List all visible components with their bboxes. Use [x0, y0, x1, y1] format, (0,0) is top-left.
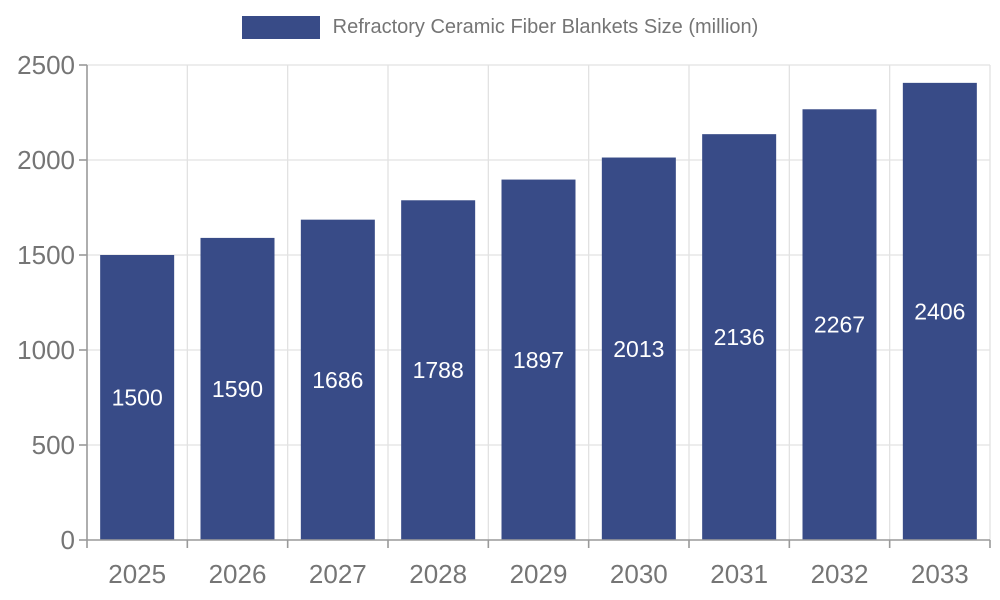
legend-swatch — [241, 16, 320, 39]
bar — [902, 82, 977, 541]
y-tick-label: 0 — [61, 525, 75, 555]
bar — [300, 219, 375, 540]
x-tick-label: 2031 — [710, 559, 768, 589]
x-tick-label: 2026 — [209, 559, 267, 589]
x-tick-label: 2032 — [811, 559, 869, 589]
x-tick-label: 2029 — [510, 559, 568, 589]
y-tick-label: 1000 — [17, 335, 75, 365]
y-tick-label: 1500 — [17, 240, 75, 270]
bar-value-label: 1500 — [112, 385, 163, 411]
x-tick-label: 2025 — [108, 559, 166, 589]
bar-value-label: 2406 — [914, 298, 965, 324]
bar — [100, 255, 175, 540]
bar — [200, 237, 275, 540]
y-tick-label: 2500 — [17, 50, 75, 80]
bar-value-label: 2013 — [613, 336, 664, 362]
bar-value-label: 2136 — [714, 324, 765, 350]
bar — [802, 109, 877, 541]
x-tick-label: 2033 — [911, 559, 969, 589]
y-tick-label: 2000 — [17, 145, 75, 175]
y-tick-label: 500 — [32, 430, 75, 460]
bar-value-label: 1897 — [513, 347, 564, 373]
bar — [401, 200, 476, 540]
x-tick-label: 2028 — [409, 559, 467, 589]
bar-value-label: 1788 — [413, 357, 464, 383]
x-tick-label: 2027 — [309, 559, 367, 589]
legend-label: Refractory Ceramic Fiber Blankets Size (… — [332, 16, 759, 38]
bar — [601, 157, 676, 540]
bar-value-label: 1686 — [312, 367, 363, 393]
bar — [702, 134, 777, 540]
bar — [501, 179, 576, 540]
chart-legend[interactable]: Refractory Ceramic Fiber Blankets Size (… — [0, 16, 1000, 39]
bar-value-label: 1590 — [212, 376, 263, 402]
x-tick-label: 2030 — [610, 559, 668, 589]
bar-value-label: 2267 — [814, 312, 865, 338]
